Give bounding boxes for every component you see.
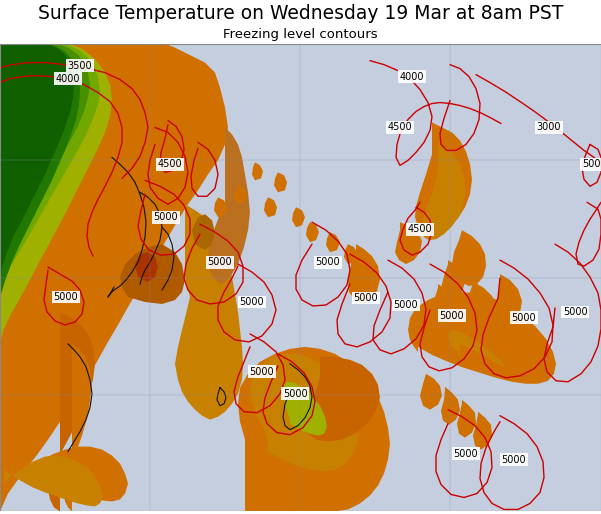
Polygon shape — [420, 374, 442, 410]
Text: 4000: 4000 — [400, 71, 424, 82]
Polygon shape — [344, 244, 358, 264]
Polygon shape — [415, 122, 472, 234]
Polygon shape — [0, 44, 112, 342]
Polygon shape — [292, 207, 305, 227]
Polygon shape — [0, 44, 228, 511]
Text: 4500: 4500 — [157, 159, 182, 170]
Polygon shape — [214, 197, 227, 217]
Polygon shape — [0, 44, 90, 272]
Polygon shape — [408, 292, 556, 384]
Polygon shape — [283, 382, 327, 436]
Text: 5000: 5000 — [511, 313, 536, 323]
Polygon shape — [48, 312, 95, 511]
Text: 5000: 5000 — [154, 212, 178, 222]
Text: 3500: 3500 — [68, 61, 93, 70]
Polygon shape — [306, 222, 319, 242]
Text: 5000: 5000 — [282, 389, 307, 399]
Polygon shape — [64, 344, 92, 511]
Polygon shape — [0, 44, 80, 312]
Polygon shape — [175, 204, 243, 419]
Polygon shape — [305, 357, 380, 442]
Polygon shape — [135, 252, 158, 282]
Polygon shape — [441, 260, 465, 300]
Text: 5000: 5000 — [208, 257, 233, 267]
Polygon shape — [208, 127, 250, 284]
Polygon shape — [234, 185, 247, 204]
Polygon shape — [326, 232, 340, 252]
Text: Freezing level contours: Freezing level contours — [223, 28, 378, 41]
Polygon shape — [0, 44, 100, 294]
Polygon shape — [395, 222, 422, 264]
Text: 5000: 5000 — [316, 257, 340, 267]
Polygon shape — [250, 354, 358, 471]
Polygon shape — [448, 330, 506, 368]
Polygon shape — [422, 142, 466, 240]
Text: 5000: 5000 — [240, 297, 264, 307]
Polygon shape — [252, 162, 263, 180]
Text: 5000: 5000 — [249, 367, 274, 377]
Polygon shape — [4, 455, 103, 506]
Text: 5000: 5000 — [502, 454, 526, 465]
Text: 5000: 5000 — [353, 293, 378, 303]
Polygon shape — [192, 214, 215, 250]
Polygon shape — [120, 244, 185, 304]
Text: 5000: 5000 — [394, 300, 418, 310]
Polygon shape — [494, 274, 522, 327]
Polygon shape — [238, 347, 390, 511]
Polygon shape — [414, 300, 524, 348]
Polygon shape — [0, 447, 128, 502]
Polygon shape — [464, 280, 498, 337]
Text: 5000: 5000 — [454, 449, 478, 458]
Text: 4000: 4000 — [56, 74, 81, 84]
Polygon shape — [430, 284, 458, 332]
Text: 5000: 5000 — [53, 292, 78, 302]
Polygon shape — [441, 387, 460, 425]
Text: Surface Temperature on Wednesday 19 Mar at 8am PST: Surface Temperature on Wednesday 19 Mar … — [38, 5, 563, 24]
Text: 5000: 5000 — [440, 311, 465, 321]
Polygon shape — [348, 244, 380, 304]
Polygon shape — [457, 400, 476, 437]
Polygon shape — [452, 230, 486, 286]
Text: 5000: 5000 — [563, 307, 587, 317]
Polygon shape — [264, 197, 277, 217]
Polygon shape — [274, 172, 287, 192]
Polygon shape — [0, 44, 74, 282]
Text: 4500: 4500 — [388, 122, 412, 133]
Text: 500: 500 — [582, 159, 600, 170]
Text: 3000: 3000 — [537, 122, 561, 133]
Text: 4500: 4500 — [407, 224, 432, 234]
Polygon shape — [473, 412, 492, 450]
